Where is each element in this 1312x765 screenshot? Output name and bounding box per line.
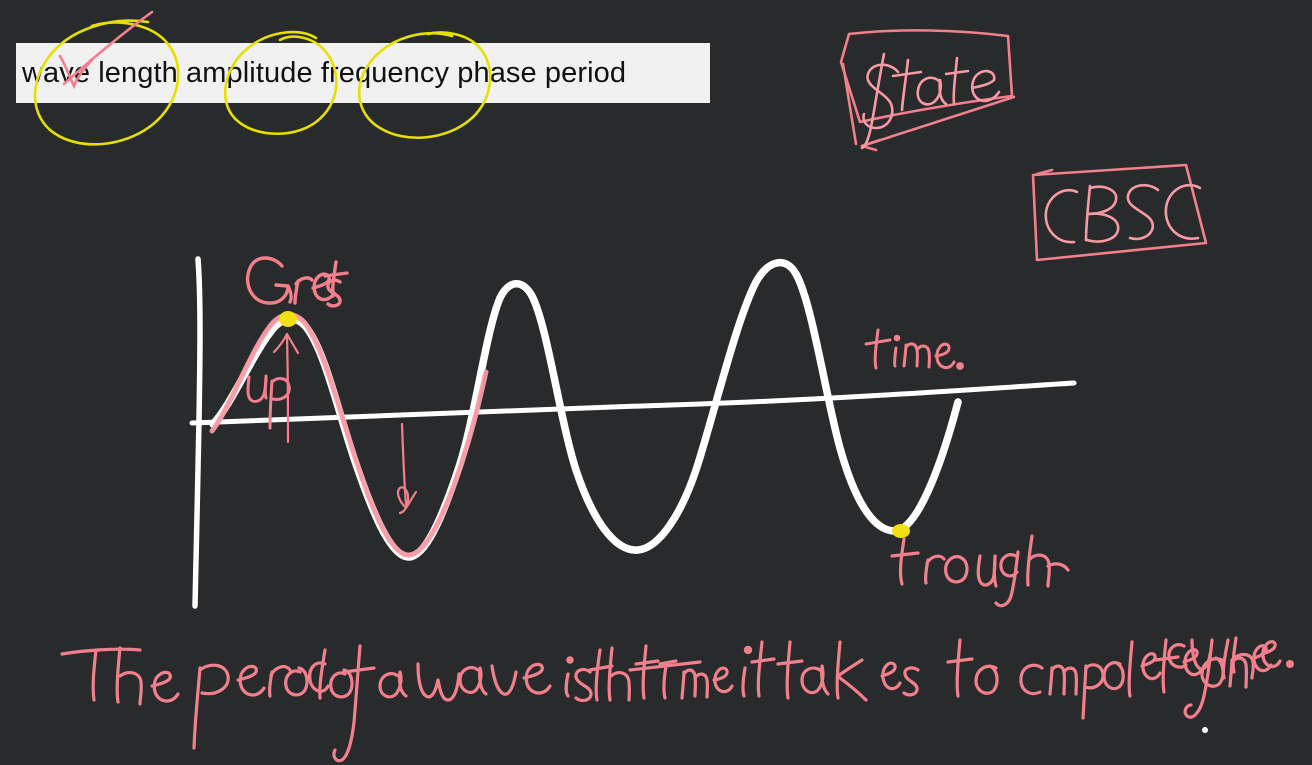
crest-label-ink [245, 256, 349, 308]
time-axis-label: time. [870, 330, 872, 331]
trough-label: trough [892, 536, 895, 537]
highlighted-cycle-overlay [209, 312, 489, 558]
period-definition-text: The period of a wave is the time it take… [62, 640, 90, 641]
up-label-ink [246, 374, 291, 430]
up-label: up [245, 372, 246, 373]
stray-dot [1202, 727, 1208, 733]
wave-vertical-axis [192, 256, 203, 609]
terms-text-bar[interactable]: wave length amplitude frequency phase pe… [16, 43, 710, 103]
state-box-label: State [862, 60, 864, 61]
cbsc-box [1031, 163, 1208, 262]
time-label-ink [864, 328, 964, 370]
period-definition-ink [60, 636, 1294, 763]
crest-label: Crest [250, 258, 252, 259]
trough-label-ink [890, 534, 1070, 608]
wave-horizontal-axis [189, 380, 1077, 426]
wave-curve [209, 258, 962, 561]
cbsc-label-ink [1044, 183, 1202, 244]
crest-dot [279, 311, 297, 327]
up-arrow [272, 332, 300, 444]
cbsc-box-label: CBSC [1044, 185, 1047, 186]
state-box [839, 29, 1016, 152]
down-arrow [396, 422, 418, 515]
state-label-ink [860, 52, 1001, 150]
terms-text: wave length amplitude frequency phase pe… [22, 56, 627, 89]
